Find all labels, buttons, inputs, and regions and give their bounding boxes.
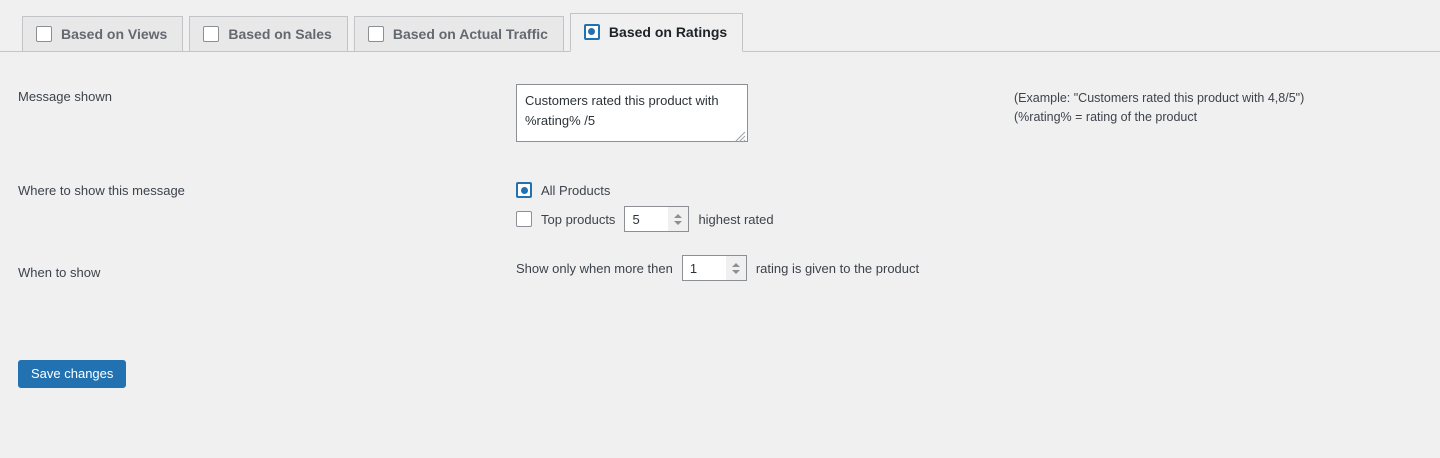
when-inline-row: Show only when more then 1 rating is giv… bbox=[516, 255, 919, 281]
message-textarea-wrap bbox=[516, 84, 748, 145]
minimum-ratings-number-input[interactable]: 1 bbox=[681, 255, 747, 281]
tab-based-on-actual-traffic[interactable]: Based on Actual Traffic bbox=[353, 16, 564, 52]
tab-list: Based on Views Based on Sales Based on A… bbox=[22, 13, 744, 52]
message-field-wrap bbox=[516, 84, 748, 145]
top-products-stepper[interactable] bbox=[668, 207, 689, 231]
when-field-wrap: Show only when more then 1 rating is giv… bbox=[516, 255, 919, 281]
top-products-suffix: highest rated bbox=[698, 211, 774, 227]
top-products-value[interactable]: 5 bbox=[632, 211, 640, 227]
when-prefix-text: Show only when more then bbox=[516, 260, 673, 276]
tab-based-on-sales[interactable]: Based on Sales bbox=[189, 16, 348, 52]
tab-based-on-views[interactable]: Based on Views bbox=[22, 16, 184, 52]
option-label: Top products bbox=[541, 211, 616, 227]
checkbox-unchecked-icon[interactable] bbox=[36, 26, 52, 42]
checkbox-unchecked-icon[interactable] bbox=[367, 26, 384, 42]
minimum-ratings-stepper[interactable] bbox=[725, 256, 746, 280]
checkbox-unchecked-icon[interactable] bbox=[203, 26, 220, 42]
tab-label: Based on Sales bbox=[228, 26, 332, 42]
chevron-down-icon[interactable] bbox=[731, 269, 740, 274]
radio-checked-icon[interactable] bbox=[516, 182, 532, 198]
option-all-products[interactable]: All Products bbox=[516, 180, 774, 200]
save-changes-button[interactable]: Save changes bbox=[18, 360, 127, 388]
chevron-up-icon[interactable] bbox=[674, 213, 683, 218]
label-when-to-show: When to show bbox=[18, 265, 101, 280]
message-help-line-2: (%rating% = rating of the product bbox=[1014, 110, 1198, 125]
where-options: All Products Top products 5 highest rate… bbox=[516, 180, 774, 232]
option-label: All Products bbox=[541, 182, 611, 198]
message-help-text: (Example: "Customers rated this product … bbox=[1014, 89, 1304, 128]
when-suffix-text: rating is given to the product bbox=[755, 260, 920, 276]
tab-label: Based on Actual Traffic bbox=[392, 26, 548, 42]
label-message-shown: Message shown bbox=[18, 89, 112, 104]
label-where-to-show: Where to show this message bbox=[18, 183, 185, 198]
message-help-line-1: (Example: "Customers rated this product … bbox=[1014, 91, 1305, 105]
tab-label: Based on Ratings bbox=[608, 23, 728, 40]
radio-checked-icon[interactable] bbox=[583, 23, 600, 40]
minimum-ratings-value[interactable]: 1 bbox=[689, 260, 698, 276]
chevron-up-icon[interactable] bbox=[731, 262, 740, 267]
tab-label: Based on Views bbox=[61, 26, 168, 42]
chevron-down-icon[interactable] bbox=[674, 220, 683, 225]
tab-strip: Based on Views Based on Sales Based on A… bbox=[0, 0, 1440, 52]
top-products-number-input[interactable]: 5 bbox=[624, 206, 690, 232]
checkbox-unchecked-icon[interactable] bbox=[516, 211, 532, 227]
message-shown-textarea[interactable] bbox=[516, 84, 748, 142]
tab-based-on-ratings[interactable]: Based on Ratings bbox=[569, 13, 744, 52]
option-top-products[interactable]: Top products 5 highest rated bbox=[516, 206, 774, 232]
